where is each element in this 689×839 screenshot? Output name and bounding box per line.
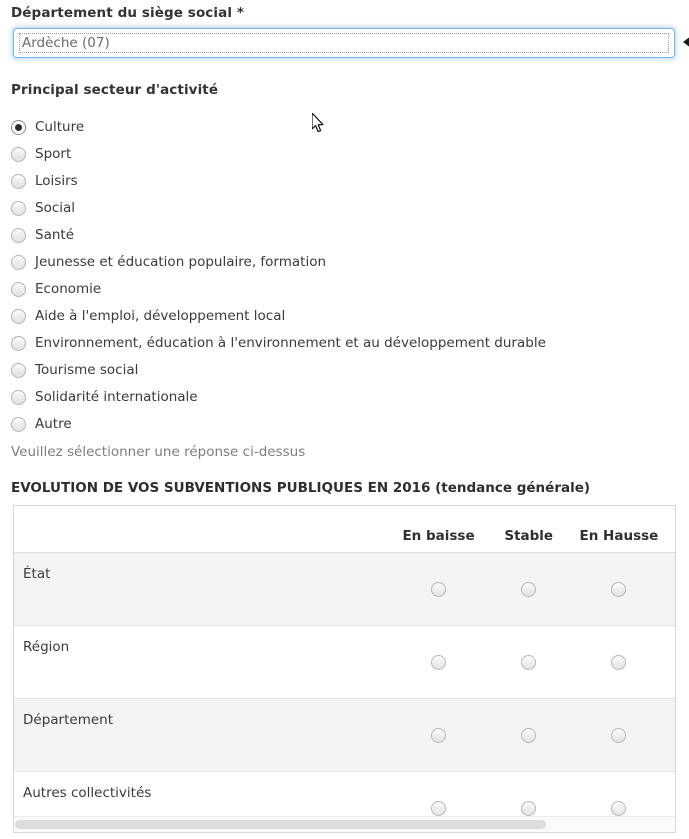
matrix-cell-departement-stable[interactable] [483,698,574,772]
sector-option-culture[interactable]: Culture [0,116,689,143]
sector-radio-group: Culture Sport Loisirs Social Santé Jeune… [0,116,689,440]
radio-icon[interactable] [611,727,627,743]
sector-option-sante[interactable]: Santé [0,224,689,251]
sector-option-label: Loisirs [35,173,78,189]
matrix-column-header-stable: Stable [483,506,574,553]
radio-icon[interactable] [521,581,537,597]
matrix-cell-etat-en-hausse[interactable] [573,552,664,626]
matrix-section-title: EVOLUTION DE VOS SUBVENTIONS PUBLIQUES E… [11,480,591,496]
department-input-value[interactable]: Ardèche (07) [22,35,110,51]
radio-icon-aide-emploi[interactable] [11,309,26,324]
sector-option-label: Santé [35,227,74,243]
sector-option-environnement[interactable]: Environnement, éducation à l'environneme… [0,332,689,359]
sector-option-label: Solidarité internationale [35,389,198,405]
radio-icon[interactable] [521,654,537,670]
sector-option-economie[interactable]: Economie [0,278,689,305]
matrix-header-row: En baisse Stable En Hausse Ne sait pa [14,506,675,553]
sector-option-label: Social [35,200,76,216]
radio-icon-autre[interactable] [11,417,26,432]
department-input-wrapper[interactable]: Ardèche (07) [13,28,675,58]
department-input-focus-outline [19,33,669,53]
radio-icon[interactable] [611,800,627,816]
radio-icon[interactable] [431,581,447,597]
matrix-cell-etat-en-baisse[interactable] [393,552,484,626]
table-row: Région [14,625,675,699]
radio-icon-social[interactable] [11,201,26,216]
matrix-horizontal-scrollbar[interactable] [14,816,675,832]
radio-icon-environnement[interactable] [11,336,26,351]
matrix-column-header-en-hausse: En Hausse [573,506,664,553]
sector-option-loisirs[interactable]: Loisirs [0,170,689,197]
table-row: État [14,552,675,626]
matrix-cell-autres-collectivites-ne-sait-pas[interactable] [664,771,675,832]
radio-icon[interactable] [611,581,627,597]
sector-option-solidarite[interactable]: Solidarité internationale [0,386,689,413]
matrix-cell-etat-ne-sait-pas[interactable] [664,552,675,626]
radio-icon-economie[interactable] [11,282,26,297]
sector-option-autre[interactable]: Autre [0,413,689,440]
sector-option-social[interactable]: Social [0,197,689,224]
radio-icon-loisirs[interactable] [11,174,26,189]
radio-icon-tourisme[interactable] [11,363,26,378]
radio-icon-culture[interactable] [11,120,26,135]
subvention-matrix-table: En baisse Stable En Hausse Ne sait pa Ét… [14,506,675,832]
matrix-cell-departement-ne-sait-pas[interactable] [664,698,675,772]
table-row: Département [14,698,675,772]
sector-field-label: Principal secteur d'activité [11,82,219,98]
matrix-column-header-ne-sait-pas: Ne sait pa [664,506,675,553]
matrix-column-header-en-baisse: En baisse [393,506,484,553]
matrix-cell-region-ne-sait-pas[interactable] [664,625,675,699]
radio-icon-sante[interactable] [11,228,26,243]
radio-icon-jeunesse[interactable] [11,255,26,270]
sector-option-label: Aide à l'emploi, développement local [35,308,286,324]
department-field-label: Département du siège social * [11,5,245,21]
matrix-cell-departement-en-baisse[interactable] [393,698,484,772]
sector-option-label: Tourisme social [35,362,139,378]
sector-option-label: Sport [35,146,72,162]
radio-icon[interactable] [431,727,447,743]
radio-icon[interactable] [521,800,537,816]
sector-option-label: Culture [35,119,85,135]
sector-option-aide-emploi[interactable]: Aide à l'emploi, développement local [0,305,689,332]
matrix-row-label-departement: Département [14,698,394,772]
radio-icon[interactable] [431,654,447,670]
left-arrow-edge-marker-icon [683,36,689,48]
radio-icon[interactable] [431,800,447,816]
radio-icon[interactable] [611,654,627,670]
matrix-row-label-etat: État [14,552,394,626]
radio-icon[interactable] [521,727,537,743]
matrix-scrollbar-thumb[interactable] [15,820,546,829]
matrix-row-label-region: Région [14,625,394,699]
matrix-cell-region-stable[interactable] [483,625,574,699]
matrix-corner-header [14,506,394,553]
sector-option-label: Autre [35,416,72,432]
matrix-cell-etat-stable[interactable] [483,552,574,626]
matrix-cell-region-en-baisse[interactable] [393,625,484,699]
sector-option-label: Jeunesse et éducation populaire, formati… [35,254,327,270]
sector-option-sport[interactable]: Sport [0,143,689,170]
radio-icon-solidarite[interactable] [11,390,26,405]
sector-option-label: Economie [35,281,102,297]
matrix-cell-region-en-hausse[interactable] [573,625,664,699]
sector-option-label: Environnement, éducation à l'environneme… [35,335,546,351]
sector-option-tourisme[interactable]: Tourisme social [0,359,689,386]
sector-option-jeunesse[interactable]: Jeunesse et éducation populaire, formati… [0,251,689,278]
sector-validation-hint: Veuillez sélectionner une réponse ci-des… [11,444,306,460]
matrix-table-container: En baisse Stable En Hausse Ne sait pa Ét… [13,505,676,833]
matrix-cell-departement-en-hausse[interactable] [573,698,664,772]
radio-icon-sport[interactable] [11,147,26,162]
